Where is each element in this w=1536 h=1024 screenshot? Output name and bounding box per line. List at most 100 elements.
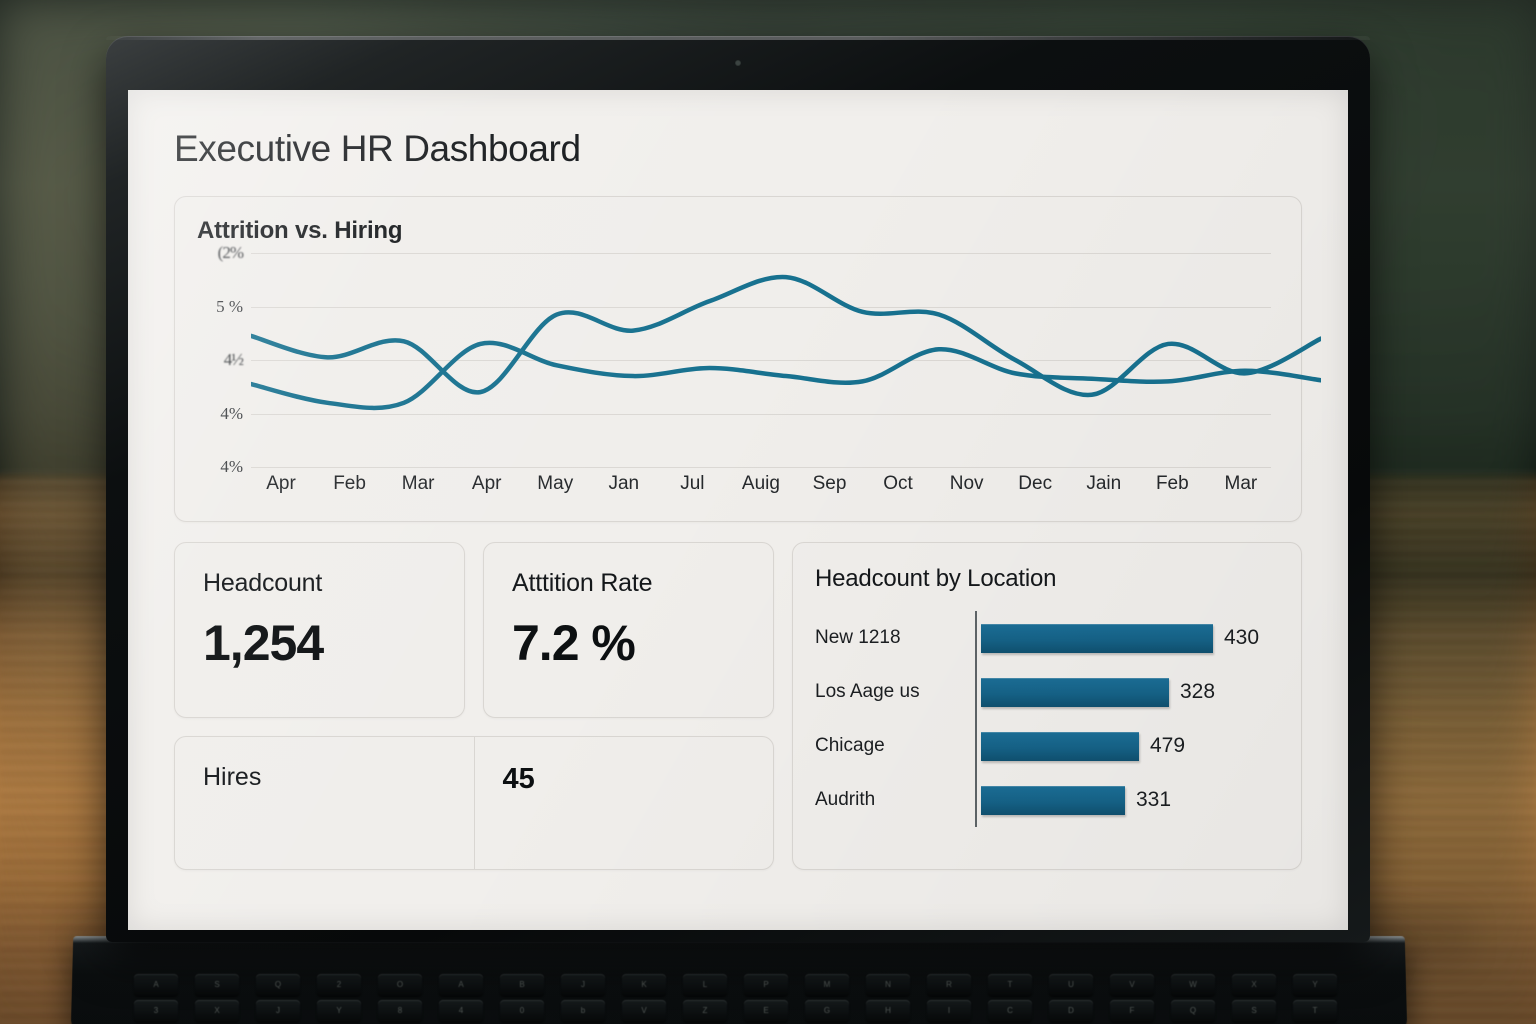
- x-axis-tick-label: Oct: [883, 473, 913, 494]
- gridline: [251, 253, 1271, 254]
- y-axis-tick-label: 4%: [220, 403, 243, 423]
- gridline: [251, 306, 1271, 308]
- bar-row[interactable]: Los Aage us 328: [815, 665, 1277, 719]
- keyboard-key[interactable]: J: [256, 1000, 300, 1022]
- keyboard-key[interactable]: S: [195, 974, 239, 996]
- keyboard-key[interactable]: Y: [1293, 974, 1337, 996]
- x-axis-tick-label: Apr: [266, 473, 296, 494]
- bar-value-label: 328: [1180, 680, 1216, 703]
- keyboard-key[interactable]: I: [927, 1000, 971, 1022]
- bar-chart-axis-line: [975, 611, 977, 827]
- hires-value-cell: 45: [475, 737, 774, 869]
- keyboard-key[interactable]: V: [1110, 974, 1154, 996]
- keyboard-key[interactable]: R: [927, 974, 971, 996]
- bar-row[interactable]: Audrith 331: [815, 773, 1277, 827]
- x-axis-tick-label: Jain: [1086, 473, 1122, 494]
- gridline: [251, 467, 1271, 468]
- bar-track: 328: [975, 677, 1277, 707]
- keyboard-key[interactable]: P: [744, 974, 788, 996]
- line-chart-plot: (2% 5 % 4½ 4% 4% Apr Feb Mar Apr May Jan Jul Auig Se…: [197, 243, 1277, 494]
- keyboard-key[interactable]: 3: [134, 1000, 178, 1022]
- kpi-row: Headcount 1,254 Atttition Rate 7.2 %: [174, 542, 774, 718]
- keyboard-key[interactable]: X: [1232, 974, 1276, 996]
- keyboard-key[interactable]: O: [378, 974, 422, 996]
- keyboard-key[interactable]: T: [1293, 1000, 1337, 1022]
- keyboard-key[interactable]: M: [805, 974, 849, 996]
- bar-category-label: Los Aage us: [815, 681, 920, 702]
- keyboard-key[interactable]: B: [500, 974, 544, 996]
- keyboard-key[interactable]: Q: [1171, 1000, 1215, 1022]
- keyboard-key[interactable]: J: [561, 974, 605, 996]
- keyboard-key[interactable]: E: [744, 1000, 788, 1022]
- keyboard-key[interactable]: b: [561, 1000, 605, 1022]
- kpi-card-attrition-rate[interactable]: Atttition Rate 7.2 %: [483, 542, 774, 718]
- keyboard-key[interactable]: T: [988, 974, 1032, 996]
- bezel-highlight: [106, 36, 1370, 40]
- keyboard-key[interactable]: Y: [317, 1000, 361, 1022]
- bar-value-label: 331: [1136, 788, 1172, 811]
- keyboard-key[interactable]: 2: [317, 974, 361, 996]
- attrition-vs-hiring-panel: Attrition vs. Hiring (2% 5 % 4½ 4% 4% Apr Feb…: [174, 196, 1302, 522]
- hr-dashboard: Executive HR Dashboard Attrition vs. Hir…: [128, 90, 1348, 930]
- bar-category-label: Audrith: [815, 789, 876, 810]
- bar-row[interactable]: New 1218 430: [815, 611, 1277, 665]
- bar-fill: [981, 623, 1213, 653]
- kpi-label: Atttition Rate: [512, 569, 653, 597]
- kpi-label: Headcount: [203, 569, 323, 597]
- keyboard-key[interactable]: 8: [378, 1000, 422, 1022]
- keyboard-key[interactable]: N: [866, 974, 910, 996]
- keyboard-key[interactable]: H: [866, 1000, 910, 1022]
- keyboard-key[interactable]: K: [622, 974, 666, 996]
- keyboard-key[interactable]: U: [1049, 974, 1093, 996]
- webcam-icon: [735, 60, 741, 66]
- x-axis-tick-label: Mar: [1224, 473, 1258, 494]
- bar-value-label: 479: [1150, 734, 1186, 757]
- keyboard-key[interactable]: Q: [256, 974, 300, 996]
- gridline: [251, 413, 1271, 415]
- laptop: Executive HR Dashboard Attrition vs. Hir…: [106, 36, 1370, 942]
- keyboard-key[interactable]: D: [1049, 1000, 1093, 1022]
- x-axis-tick-label: Jul: [680, 473, 705, 494]
- kpi-column: Headcount 1,254 Atttition Rate 7.2 % Hir…: [174, 542, 774, 870]
- line-series-2: [251, 343, 1321, 408]
- keyboard-key[interactable]: A: [134, 974, 178, 996]
- x-axis-tick-label: Sep: [812, 473, 847, 494]
- keyboard-key[interactable]: A: [439, 974, 483, 996]
- page-title: Executive HR Dashboard: [174, 128, 581, 169]
- bar-fill: [981, 731, 1139, 761]
- y-axis-tick-label: 5 %: [216, 296, 243, 316]
- keyboard-key[interactable]: G: [805, 1000, 849, 1022]
- bar-fill: [981, 785, 1125, 815]
- x-axis-tick-label: Apr: [471, 473, 502, 494]
- keyboard-key[interactable]: W: [1171, 974, 1215, 996]
- bar-chart-title: Headcount by Location: [815, 565, 1057, 592]
- hires-value: 45: [502, 763, 535, 795]
- kpi-value: 1,254: [203, 615, 324, 671]
- x-axis-ticks: Apr Feb Mar Apr May Jan Jul Auig Sep Oct Nov Dec Jai…: [251, 473, 1271, 495]
- dashboard-lower-row: Headcount 1,254 Atttition Rate 7.2 % Hir…: [174, 542, 1302, 870]
- x-axis-tick-label: Jan: [608, 473, 640, 494]
- kpi-card-headcount[interactable]: Headcount 1,254: [174, 542, 465, 718]
- bar-category-label: Chicage: [815, 735, 885, 756]
- kpi-card-hires[interactable]: Hires 45: [174, 736, 774, 870]
- keyboard-key[interactable]: F: [1110, 1000, 1154, 1022]
- keyboard-key[interactable]: 0: [500, 1000, 544, 1022]
- kpi-value: 7.2 %: [512, 615, 636, 671]
- line-chart-title: Attrition vs. Hiring: [197, 217, 403, 244]
- bar-category-label: New 1218: [815, 627, 901, 648]
- keyboard-key[interactable]: X: [195, 1000, 239, 1022]
- keyboard-key[interactable]: V: [622, 1000, 666, 1022]
- bar-row[interactable]: Chicage 479: [815, 719, 1277, 773]
- x-axis-tick-label: Nov: [949, 473, 984, 494]
- keyboard-key[interactable]: 4: [439, 1000, 483, 1022]
- x-axis-tick-label: Dec: [1018, 473, 1053, 494]
- keyboard-key[interactable]: C: [988, 1000, 1032, 1022]
- keyboard-key[interactable]: Z: [683, 1000, 727, 1022]
- bar-track: 479: [975, 731, 1277, 761]
- keyboard-key[interactable]: L: [683, 974, 727, 996]
- keyboard-key[interactable]: S: [1232, 1000, 1276, 1022]
